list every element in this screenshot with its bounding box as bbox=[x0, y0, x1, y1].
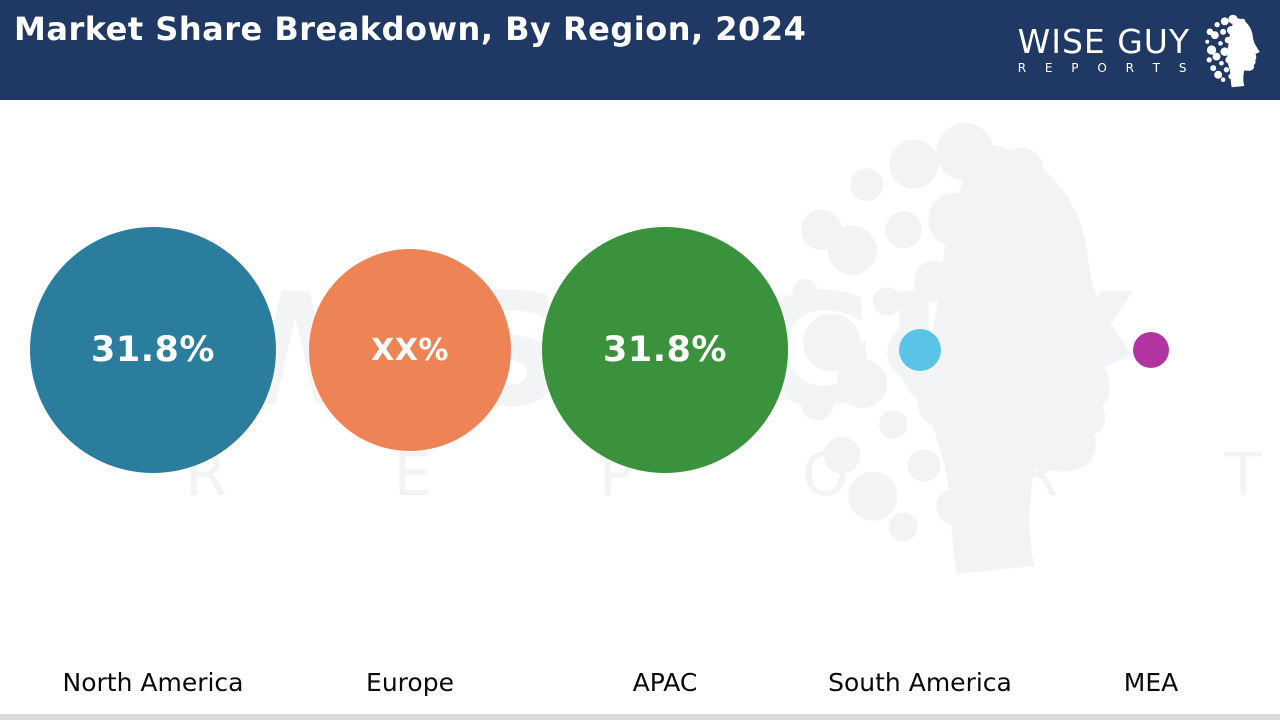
bubble-north-america: 31.8% bbox=[30, 227, 276, 473]
wise-guy-head-icon bbox=[1205, 14, 1260, 88]
bubble-europe: XX% bbox=[309, 249, 511, 451]
label-south-america: South America bbox=[828, 668, 1012, 697]
bubble-south-america bbox=[899, 329, 941, 371]
header: Market Share Breakdown, By Region, 2024 … bbox=[0, 0, 1280, 100]
bubble-value-north-america: 31.8% bbox=[91, 330, 215, 370]
logo-wordmark: WISE GUY R E P O R T S bbox=[1014, 21, 1194, 76]
label-apac: APAC bbox=[632, 668, 698, 697]
bubble-value-apac: 31.8% bbox=[603, 330, 727, 370]
bubble-value-europe: XX% bbox=[371, 332, 449, 368]
page-title: Market Share Breakdown, By Region, 2024 bbox=[14, 10, 807, 48]
bubble-mea bbox=[1133, 332, 1169, 368]
logo-wordmark-line1: WISE GUY bbox=[1017, 21, 1191, 61]
brand-logo: WISE GUY R E P O R T S bbox=[1014, 6, 1266, 94]
footer-strip bbox=[0, 714, 1280, 720]
label-north-america: North America bbox=[62, 668, 244, 697]
watermark-head-icon bbox=[792, 123, 1132, 575]
bubble-apac: 31.8% bbox=[542, 227, 788, 473]
label-mea: MEA bbox=[1123, 668, 1179, 697]
label-europe: Europe bbox=[366, 668, 454, 697]
bubble-chart: WISE GUY R E P O R T S 31.8% XX% bbox=[0, 100, 1280, 714]
logo-wordmark-line2: R E P O R T S bbox=[1017, 61, 1194, 76]
